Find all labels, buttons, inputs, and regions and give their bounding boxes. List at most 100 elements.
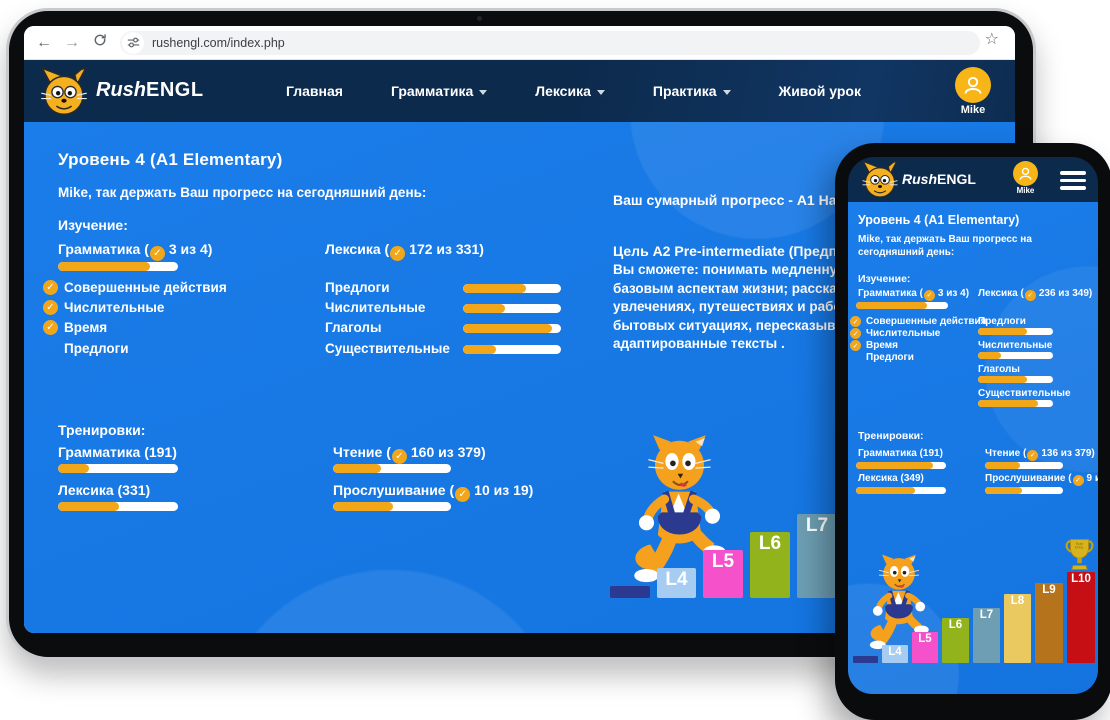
training-heading: Тренировки: — [58, 422, 146, 438]
training-label: Грамматика (191) — [58, 444, 177, 460]
check-icon: ✓ — [455, 487, 471, 502]
progress-fill — [463, 284, 526, 293]
lexis-topic-progressbar — [463, 304, 561, 313]
study-heading: Изучение: — [58, 217, 128, 233]
progress-fill — [58, 262, 151, 271]
check-icon: ✓ — [923, 289, 935, 301]
chevron-down-icon — [479, 89, 488, 95]
grammar-topic-row: ✓Предлоги — [866, 352, 914, 363]
level-step-l8: L8 — [1004, 594, 1031, 663]
grammar-topic-row: ✓ Совершенные действия — [43, 280, 227, 295]
level-step — [853, 656, 878, 663]
level-step-l10: L10 — [1067, 572, 1095, 663]
nav-item-live-lesson[interactable]: Живой урок — [778, 83, 861, 99]
hamburger-menu-icon[interactable] — [1060, 171, 1086, 194]
progress-fill — [333, 502, 394, 511]
level-steps: L4 L5 L6 L7 — [610, 514, 837, 598]
lexis-topic-progressbar — [978, 328, 1053, 335]
lexis-topic-label: Глаголы — [325, 320, 382, 335]
level-step-l6: L6 — [750, 532, 790, 598]
brand-name[interactable]: RushENGL — [902, 171, 976, 187]
username: Mike — [1016, 186, 1035, 195]
back-button[interactable]: ← — [36, 33, 52, 51]
check-icon: ✓ — [850, 328, 861, 339]
training-progressbar — [58, 502, 178, 511]
check-icon: ✓ — [850, 316, 861, 327]
site-settings-icon[interactable] — [122, 31, 144, 54]
progress-fill — [856, 462, 933, 469]
browser-toolbar: ← → rushengl.com/index.php — [24, 26, 1015, 60]
level-step-l6: L6 — [942, 618, 969, 663]
progress-fill — [333, 464, 382, 473]
greeting: Mike, так держать Ваш прогресс на сегодн… — [58, 185, 427, 200]
page-title: Уровень 4 (A1 Elementary) — [58, 150, 283, 169]
brand-logo-cat-icon[interactable] — [38, 65, 90, 122]
check-icon: ✓ — [149, 246, 165, 261]
person-icon — [1019, 167, 1032, 181]
svg-text:ENGL: ENGL — [1075, 546, 1084, 550]
reload-icon — [94, 34, 106, 46]
grammar-topic-row: ✓ Числительные — [43, 300, 164, 315]
training-label: Чтение (✓ 160 из 379) — [333, 444, 486, 464]
study-lexis-label: Лексика (✓ 172 из 331) — [325, 241, 484, 261]
main-navbar: RushENGL Главная Грамматика Лексика Прак… — [24, 60, 1015, 122]
training-label: Грамматика (191) — [858, 448, 943, 459]
nav-item-home[interactable]: Главная — [286, 83, 343, 99]
lexis-topic-label: Числительные — [325, 300, 426, 315]
phone-dashboard: Уровень 4 (A1 Elementary) Mike, так держ… — [848, 202, 1098, 694]
progress-fill — [978, 400, 1038, 407]
progress-fill — [985, 487, 1023, 494]
level-step-l5: L5 — [703, 550, 743, 598]
check-icon: ✓ — [391, 449, 407, 464]
lexis-topic-progressbar — [978, 352, 1053, 359]
level-step-l4: L4 — [657, 568, 696, 598]
nav-item-grammar[interactable]: Грамматика — [391, 83, 488, 99]
summary-title: Ваш сумарный прогресс - A1 Начальный — [613, 192, 899, 208]
study-grammar-progressbar — [856, 302, 948, 309]
level-step-l7: L7 — [797, 514, 837, 598]
lexis-topic-label: Предлоги — [325, 280, 390, 295]
lexis-topic-progressbar — [978, 376, 1053, 383]
avatar[interactable] — [955, 67, 991, 103]
progress-fill — [856, 302, 927, 309]
user-menu[interactable]: Mike — [955, 67, 991, 116]
user-menu[interactable]: Mike — [1013, 161, 1038, 195]
forward-button[interactable]: → — [64, 33, 80, 51]
lexis-topic-label: Предлоги — [978, 316, 1026, 327]
progress-fill — [463, 304, 506, 313]
grammar-topic-row: ✓ Время — [43, 320, 107, 335]
reload-button[interactable] — [86, 33, 114, 52]
study-heading: Изучение: — [858, 273, 911, 285]
username: Mike — [960, 104, 986, 116]
brand-logo-cat-icon[interactable] — [860, 159, 900, 204]
check-icon: ✓ — [1072, 474, 1084, 486]
svg-text:Rush: Rush — [1076, 542, 1084, 546]
lexis-topic-progressbar — [463, 324, 561, 333]
level-step-l5: L5 — [912, 632, 938, 663]
training-progressbar — [985, 462, 1063, 469]
avatar[interactable] — [1013, 161, 1038, 186]
url-bar[interactable]: rushengl.com/index.php — [120, 30, 980, 55]
progress-fill — [463, 324, 553, 333]
study-grammar-label: Грамматика (✓ 3 из 4) — [858, 288, 970, 301]
check-icon: ✓ — [850, 340, 861, 351]
check-icon: ✓ — [43, 280, 58, 295]
study-grammar-label: Грамматика (✓ 3 из 4) — [58, 241, 213, 261]
study-grammar-progressbar — [58, 262, 178, 271]
nav-item-practice[interactable]: Практика — [653, 83, 731, 99]
lexis-topic-label: Существительные — [978, 388, 1071, 399]
bookmark-star-icon[interactable]: ☆ — [984, 31, 999, 48]
phone-frame: RushENGL Mike Уровень 4 (A1 Elementary) … — [835, 143, 1110, 720]
level-step — [610, 586, 650, 598]
training-progressbar — [333, 502, 451, 511]
nav-item-lexis[interactable]: Лексика — [535, 83, 605, 99]
phone-screen: RushENGL Mike Уровень 4 (A1 Elementary) … — [848, 157, 1098, 694]
grammar-topic-row: ✓ Числительные — [850, 328, 940, 339]
page-title: Уровень 4 (A1 Elementary) — [858, 213, 1020, 227]
training-label: Прослушивание (✓ 10 из 19) — [333, 482, 534, 502]
brand-name[interactable]: RushENGL — [96, 79, 204, 101]
progress-fill — [58, 502, 120, 511]
url-text: rushengl.com/index.php — [152, 35, 285, 50]
study-lexis-label: Лексика (✓ 236 из 349) — [978, 288, 1093, 301]
progress-fill — [985, 462, 1021, 469]
